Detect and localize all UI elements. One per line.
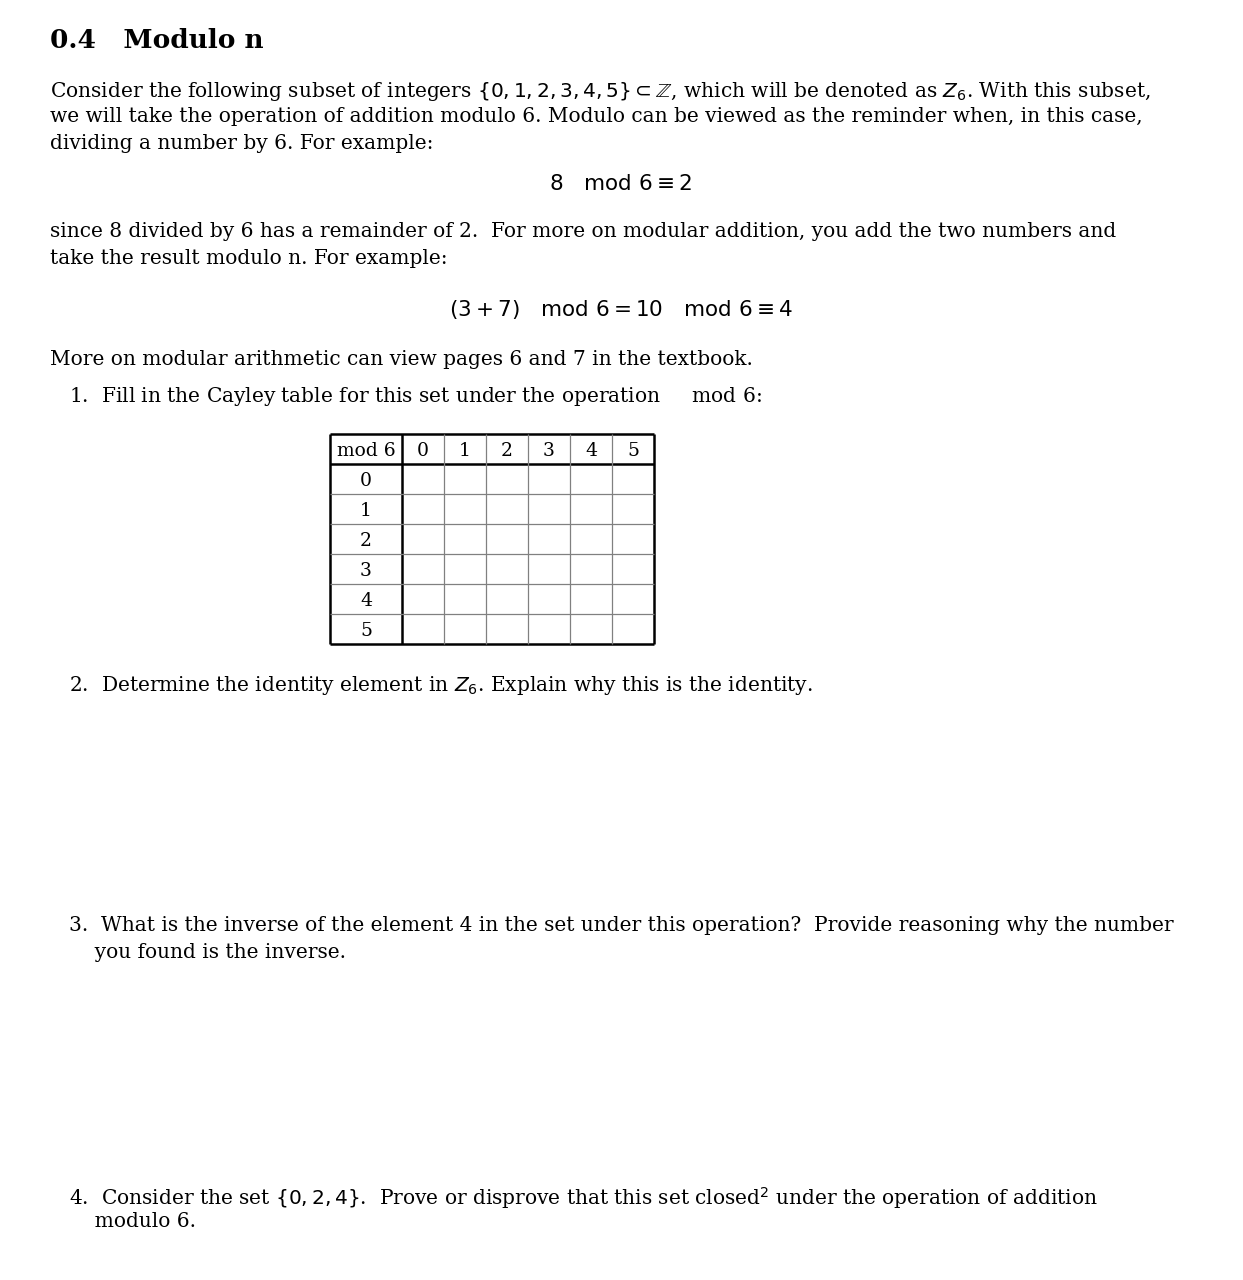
Text: 3.  What is the inverse of the element 4 in the set under this operation?  Provi: 3. What is the inverse of the element 4 …	[50, 916, 1173, 934]
Text: mod 6: mod 6	[337, 442, 395, 460]
Text: we will take the operation of addition modulo 6. Modulo can be viewed as the rem: we will take the operation of addition m…	[50, 108, 1142, 125]
Text: $8 \quad \mathrm{mod}\ 6 \equiv 2$: $8 \quad \mathrm{mod}\ 6 \equiv 2$	[549, 173, 692, 195]
Text: 1: 1	[459, 442, 471, 460]
Text: since 8 divided by 6 has a remainder of 2.  For more on modular addition, you ad: since 8 divided by 6 has a remainder of …	[50, 221, 1116, 241]
Text: 4: 4	[360, 591, 372, 611]
Text: dividing a number by 6. For example:: dividing a number by 6. For example:	[50, 134, 434, 154]
Text: 1.  Fill in the Cayley table for this set under the operation $\quad$ mod 6:: 1. Fill in the Cayley table for this set…	[50, 385, 762, 408]
Text: 3: 3	[360, 562, 372, 580]
Text: $(3 + 7) \quad \mathrm{mod}\ 6 = 10 \quad \mathrm{mod}\ 6 \equiv 4$: $(3 + 7) \quad \mathrm{mod}\ 6 = 10 \qua…	[449, 298, 793, 321]
Text: 0: 0	[416, 442, 429, 460]
Text: 2: 2	[360, 532, 372, 550]
Text: 0.4   Modulo n: 0.4 Modulo n	[50, 28, 264, 52]
Text: 1: 1	[360, 502, 372, 520]
Text: modulo 6.: modulo 6.	[50, 1212, 196, 1231]
Text: you found is the inverse.: you found is the inverse.	[50, 943, 346, 963]
Text: Consider the following subset of integers $\{0, 1, 2, 3, 4, 5\} \subset \mathbb{: Consider the following subset of integer…	[50, 79, 1151, 102]
Text: 4.  Consider the set $\{0, 2, 4\}$.  Prove or disprove that this set closed$^2$ : 4. Consider the set $\{0, 2, 4\}$. Prove…	[50, 1185, 1098, 1211]
Text: More on modular arithmetic can view pages 6 and 7 in the textbook.: More on modular arithmetic can view page…	[50, 349, 753, 369]
Text: 2.  Determine the identity element in $Z_6$. Explain why this is the identity.: 2. Determine the identity element in $Z_…	[50, 675, 813, 698]
Text: 3: 3	[543, 442, 554, 460]
Text: take the result modulo n. For example:: take the result modulo n. For example:	[50, 250, 447, 268]
Text: 2: 2	[501, 442, 513, 460]
Text: 5: 5	[360, 622, 372, 640]
Text: 5: 5	[626, 442, 639, 460]
Text: 4: 4	[585, 442, 597, 460]
Text: 0: 0	[360, 472, 372, 490]
